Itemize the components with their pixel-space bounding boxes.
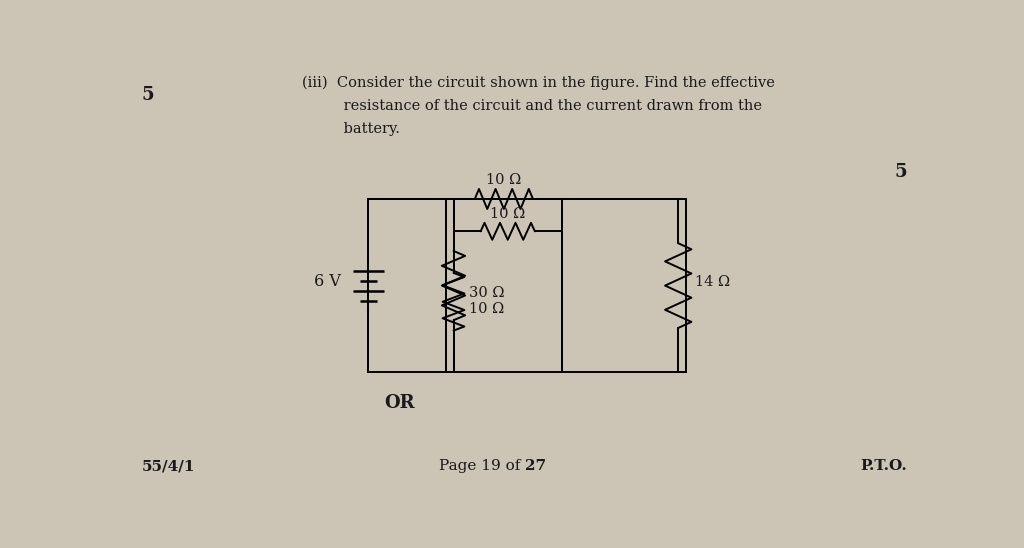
Text: 6 V: 6 V (314, 273, 341, 290)
Text: 5: 5 (894, 163, 907, 181)
Text: 10 Ω: 10 Ω (469, 302, 504, 316)
Text: resistance of the circuit and the current drawn from the: resistance of the circuit and the curren… (302, 99, 763, 113)
Text: Page 19 of: Page 19 of (438, 459, 524, 473)
Text: battery.: battery. (302, 122, 400, 136)
Text: 10 Ω: 10 Ω (490, 207, 525, 220)
Text: OR: OR (384, 394, 415, 412)
Text: 14 Ω: 14 Ω (695, 275, 730, 289)
Text: 5: 5 (142, 86, 155, 104)
Text: P.T.O.: P.T.O. (860, 459, 907, 473)
Text: 10 Ω: 10 Ω (486, 173, 521, 187)
Text: 55/4/1: 55/4/1 (142, 459, 196, 473)
Text: (iii)  Consider the circuit shown in the figure. Find the effective: (iii) Consider the circuit shown in the … (302, 76, 775, 90)
Text: 30 Ω: 30 Ω (469, 286, 505, 300)
Text: 27: 27 (524, 459, 546, 473)
